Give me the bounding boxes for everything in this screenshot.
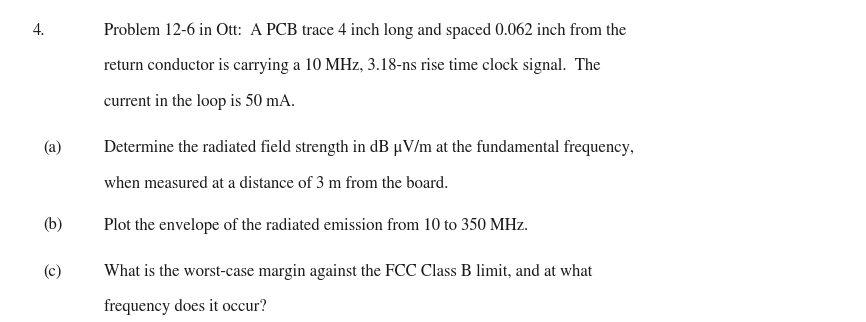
Text: Plot the envelope of the radiated emission from 10 to 350 MHz.: Plot the envelope of the radiated emissi… bbox=[104, 217, 528, 234]
Text: Determine the radiated field strength in dB μV/m at the fundamental frequency,: Determine the radiated field strength in… bbox=[104, 140, 634, 156]
Text: Problem 12-6 in Ott:  A PCB trace 4 inch long and spaced 0.062 inch from the: Problem 12-6 in Ott: A PCB trace 4 inch … bbox=[104, 23, 626, 39]
Text: return conductor is carrying a 10 MHz, 3.18-ns rise time clock signal.  The: return conductor is carrying a 10 MHz, 3… bbox=[104, 58, 600, 74]
Text: (b): (b) bbox=[43, 217, 62, 233]
Text: frequency does it occur?: frequency does it occur? bbox=[104, 299, 267, 316]
Text: (a): (a) bbox=[43, 140, 61, 156]
Text: (c): (c) bbox=[43, 264, 61, 280]
Text: current in the loop is 50 mA.: current in the loop is 50 mA. bbox=[104, 93, 295, 110]
Text: What is the worst-case margin against the FCC Class B limit, and at what: What is the worst-case margin against th… bbox=[104, 264, 592, 280]
Text: when measured at a distance of 3 m from the board.: when measured at a distance of 3 m from … bbox=[104, 175, 449, 192]
Text: 4.: 4. bbox=[33, 23, 45, 39]
